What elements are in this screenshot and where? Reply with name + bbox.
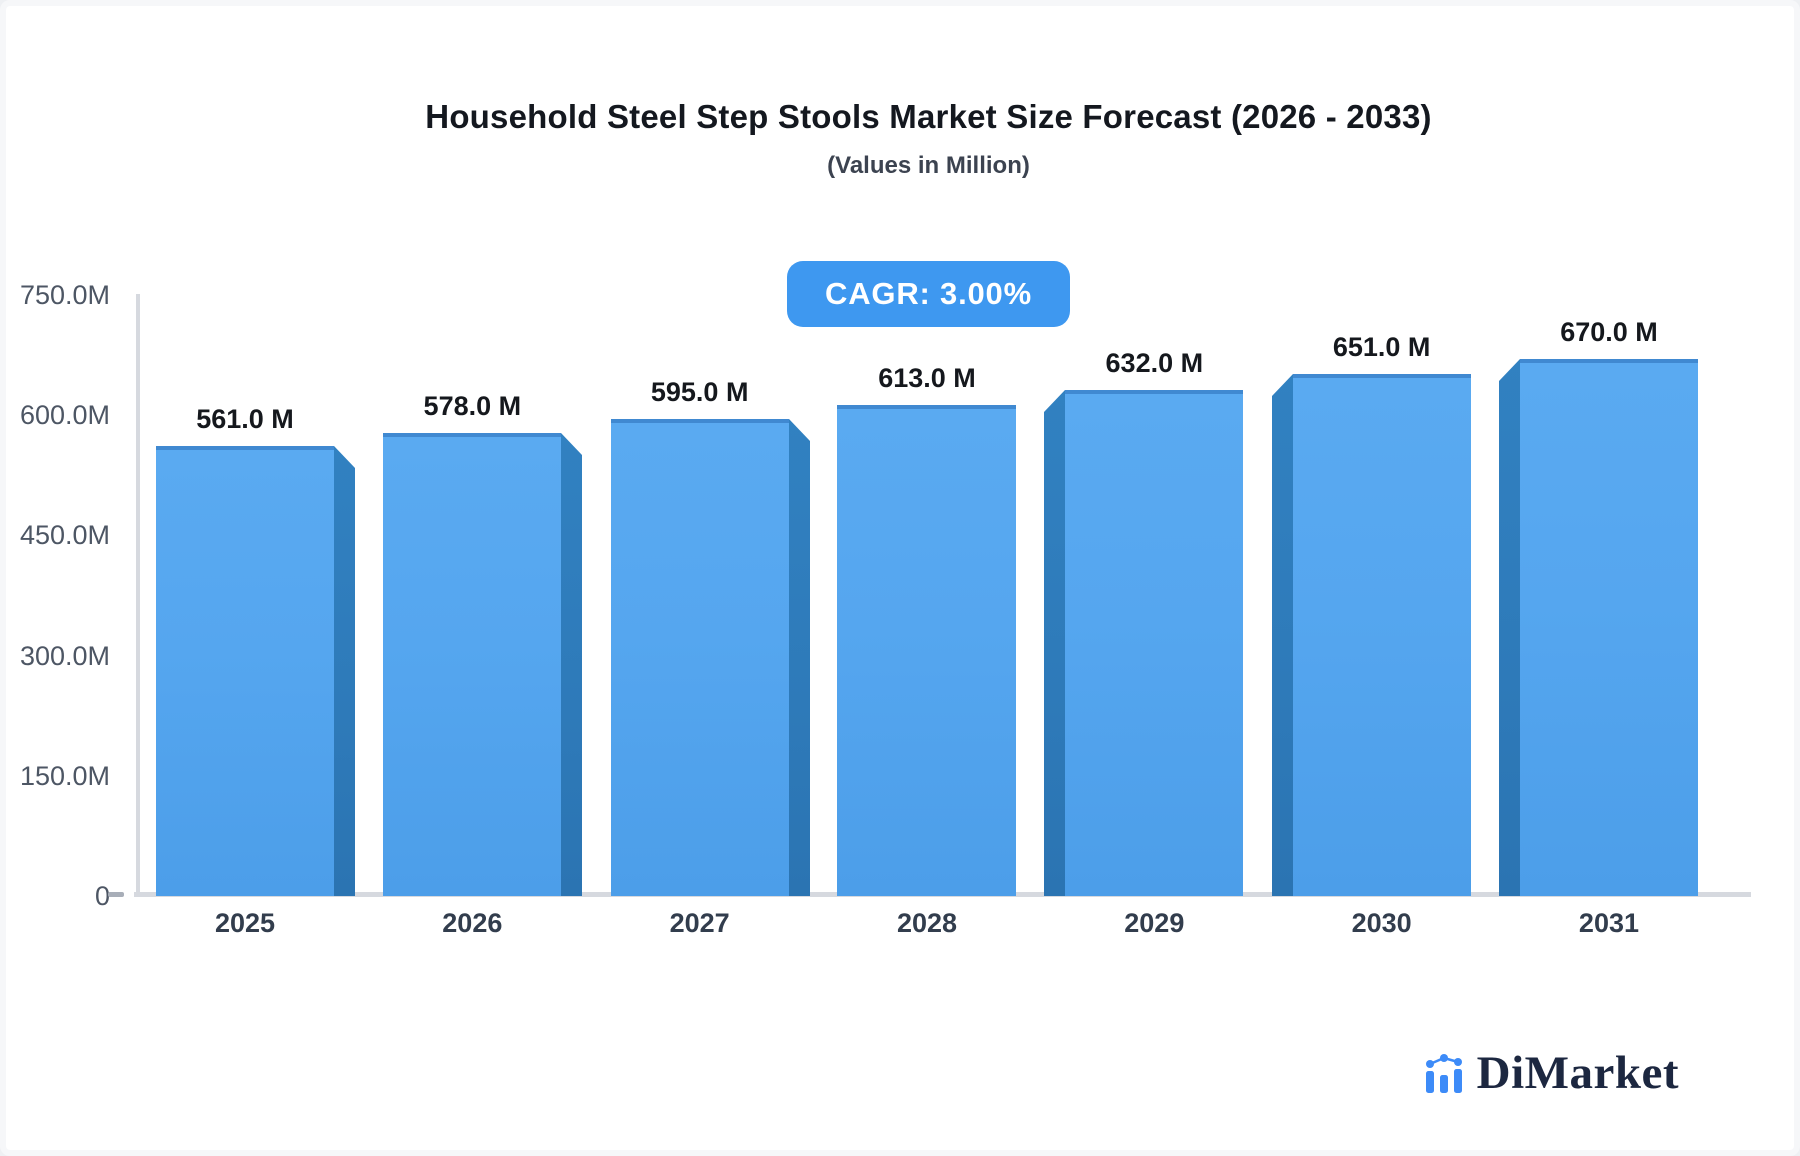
x-tick-label: 2026: [442, 908, 503, 938]
bar-value-label: 561.0 M: [196, 404, 294, 434]
dimarket-logo-text: DiMarket: [1476, 1047, 1679, 1099]
bar-value-label: 651.0 M: [1332, 332, 1431, 362]
bar-value-label: 613.0 M: [878, 363, 976, 393]
y-axis-line: [136, 294, 140, 896]
chart-subtitle: (Values in Million): [827, 152, 1030, 179]
x-tick-label: 2029: [1124, 908, 1185, 938]
bar-2025: [156, 446, 334, 896]
chart-title: Household Steel Step Stools Market Size …: [425, 98, 1432, 135]
bar-chart-plot: 750.0M 600.0M 450.0M 300.0M 150.0M 0 561.0 M 20…: [6, 6, 1794, 1150]
y-tick-label: 300.0M: [19, 640, 110, 671]
bar-value-label: 578.0 M: [423, 391, 522, 421]
bar-value-label: 632.0 M: [1105, 348, 1204, 378]
y-tick-label: 0: [94, 881, 110, 911]
y-tick-label: 450.0M: [19, 520, 110, 551]
bar-2026: [383, 433, 561, 896]
bar-2029: [1065, 390, 1243, 896]
bar-2031: [1520, 359, 1698, 896]
bar-2031-side: [1499, 359, 1520, 896]
bar-2030-side: [1272, 374, 1293, 896]
x-tick-label: 2027: [669, 908, 730, 938]
bar-chart-icon: [1425, 1054, 1462, 1093]
bar-2027: [611, 419, 789, 896]
cagr-badge-wrap: CAGR: 3.00%: [136, 261, 1721, 327]
y-tick-label: 750.0M: [19, 280, 110, 310]
bar-2025-side: [334, 446, 355, 896]
y-zero-tick: [108, 892, 124, 897]
x-tick-label: 2025: [214, 908, 276, 938]
x-tick-label: 2030: [1351, 908, 1412, 938]
x-tick-label: 2028: [896, 908, 958, 938]
y-tick-label: 150.0M: [19, 760, 110, 791]
dimarket-logo: DiMarket: [1423, 1046, 1679, 1100]
bar-2029-side: [1044, 390, 1065, 896]
x-tick-label: 2031: [1578, 908, 1639, 938]
bar-2030: [1293, 374, 1471, 896]
cagr-badge: CAGR: 3.00%: [787, 261, 1070, 327]
bar-value-label: 670.0 M: [1560, 317, 1658, 347]
bar-2027-side: [789, 419, 810, 896]
bar-2028: [837, 405, 1016, 896]
bar-value-label: 595.0 M: [650, 377, 749, 407]
y-tick-label: 600.0M: [19, 400, 110, 431]
bar-2026-side: [561, 433, 582, 896]
